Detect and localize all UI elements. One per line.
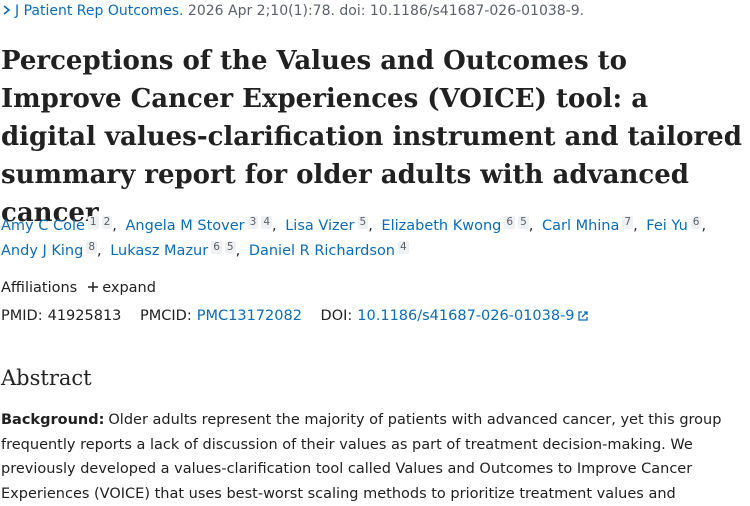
author-link[interactable]: Fei Yu [646,218,688,234]
pmid-label: PMID: [1,308,43,324]
citation-details: 2026 Apr 2;10(1):78. doi: 10.1186/s41687… [187,3,585,19]
author-link[interactable]: Lukasz Mazur [110,243,209,259]
author-link[interactable]: Lisa Vizer [285,218,355,234]
plus-icon [88,282,99,292]
author-link[interactable]: Andy J King [1,243,84,259]
affiliation-number[interactable]: 3 [247,216,259,229]
affiliations-label: Affiliations [1,280,78,296]
author: Carl Mhina 7 [541,216,642,234]
author: Fei Yu 6 [646,216,710,234]
author-link[interactable]: Daniel R Richardson [248,243,396,259]
author: Angela M Stover 3 4 [125,216,281,234]
pmcid-link[interactable]: PMC13172082 [196,308,302,324]
citation: J Patient Rep Outcomes. 2026 Apr 2;10(1)… [2,3,584,19]
chevron-icon [3,5,11,15]
background-text: Older adults represent the majority of p… [1,412,722,502]
author: Daniel R Richardson 4 [248,241,409,259]
affiliation-number[interactable]: 6 [211,241,222,254]
author: Andy J King 8 [1,241,106,259]
abstract-heading: Abstract [1,366,92,390]
external-link-icon [577,311,588,321]
affiliation-number[interactable]: 5 [518,216,529,229]
affiliation-number[interactable]: 2 [101,216,113,229]
affiliation-number[interactable]: 6 [504,216,516,229]
author-link[interactable]: Angela M Stover [125,218,245,234]
author: Elizabeth Kwong 6 5 [381,216,537,234]
pmcid-label: PMCID: [140,308,192,324]
doi-label: DOI: [320,308,353,324]
affiliation-number[interactable]: 5 [357,216,369,229]
identifiers: PMID: 41925813 PMCID: PMC13172082 DOI: 10.1… [1,308,603,324]
affiliation-number[interactable]: 4 [261,216,272,229]
author-link[interactable]: Elizabeth Kwong [381,218,502,234]
affiliation-number[interactable]: 7 [622,216,634,229]
background-label: Background: [1,412,105,428]
pmid-value: 41925813 [47,308,122,324]
author: Lisa Vizer 5 [285,216,377,234]
affiliation-number[interactable]: 1 [87,216,99,229]
expand-toggle[interactable]: expand [102,280,156,296]
affiliation-number[interactable]: 6 [690,216,702,229]
author: Amy C Cole 1 2 [1,216,121,234]
abstract-background: Background: Older adults represent the ma… [1,408,736,506]
doi-link[interactable]: 10.1186/s41687-026-01038-9 [357,308,575,324]
author-link[interactable]: Amy C Cole [1,218,85,234]
affiliation-number[interactable]: 8 [86,241,98,254]
affiliations: Affiliations expand [1,280,156,296]
article-title: Perceptions of the Values and Outcomes t… [1,46,742,228]
author: Lukasz Mazur 6 5 [110,241,244,259]
journal-link[interactable]: J Patient Rep Outcomes. [15,3,184,19]
author-link[interactable]: Carl Mhina [541,218,620,234]
affiliation-number[interactable]: 5 [224,241,236,254]
affiliation-number[interactable]: 4 [398,241,409,254]
